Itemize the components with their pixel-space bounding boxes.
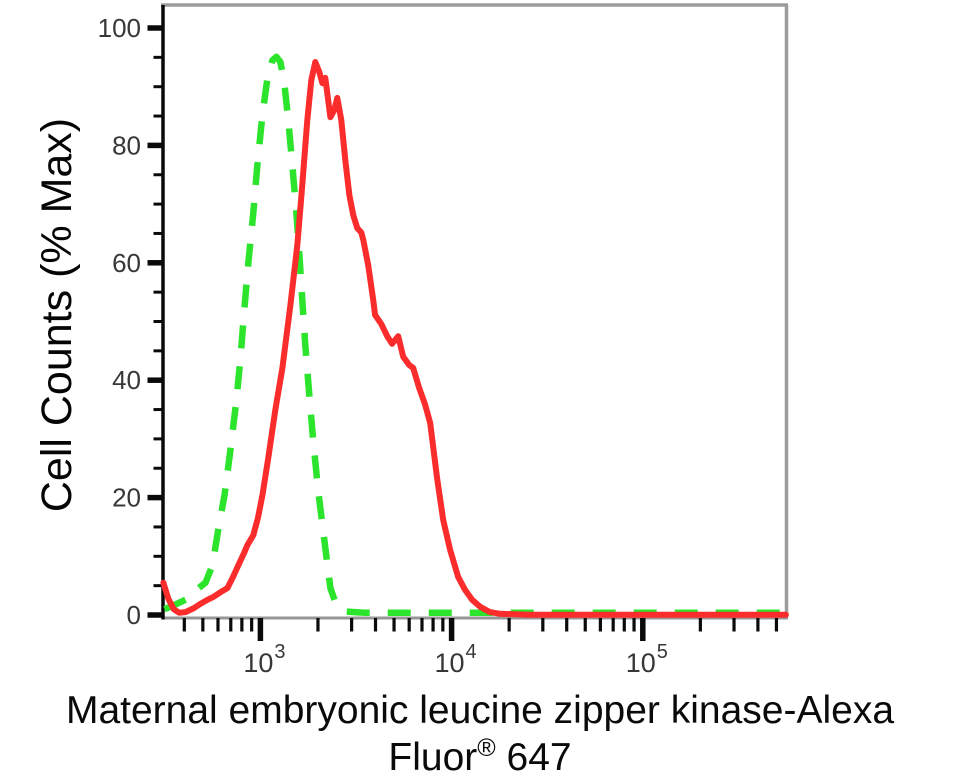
y-axis-tick-label: 100: [98, 13, 141, 43]
y-axis-tick-label: 40: [112, 365, 141, 395]
red-solid-curve: [160, 59, 789, 618]
x-axis-title-647: 647: [495, 736, 572, 779]
green-dashed-curve: [163, 53, 784, 616]
y-axis-tick-label: 0: [127, 600, 141, 630]
y-axis-title: Cell Counts (% Max): [33, 117, 81, 513]
y-axis-tick-label: 60: [112, 248, 141, 278]
x-axis-title-fluor: Fluor: [388, 736, 478, 779]
x-axis-tick-label: 104: [435, 641, 477, 678]
x-axis-title-line2: Fluor® 647: [0, 734, 960, 781]
y-axis-tick-label: 20: [112, 483, 141, 513]
x-axis-tick-label: 105: [626, 641, 668, 678]
x-axis-tick-label: 103: [243, 641, 285, 678]
registered-trademark-mark: ®: [477, 734, 496, 762]
x-axis-title-line1: Maternal embryonic leucine zipper kinase…: [65, 689, 895, 732]
x-axis-title: Maternal embryonic leucine zipper kinase…: [0, 687, 960, 781]
y-axis-tick-label: 80: [112, 130, 141, 160]
